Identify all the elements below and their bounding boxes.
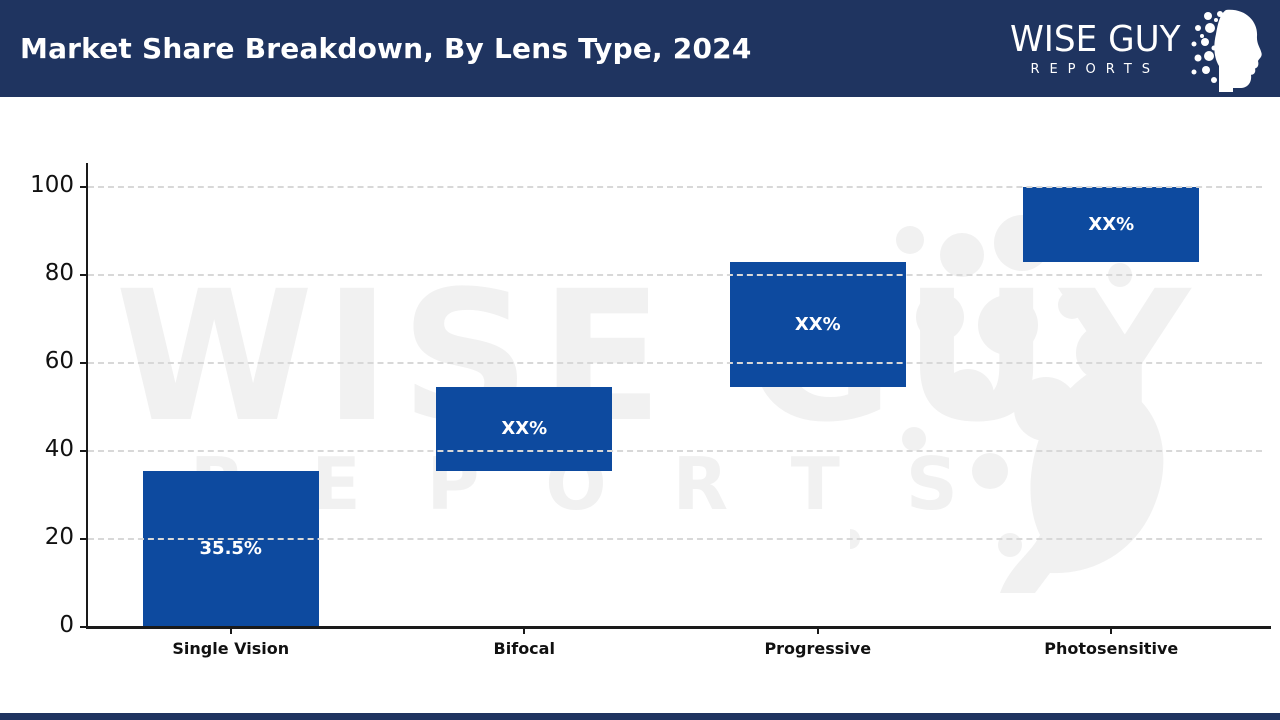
brand-logo-text: WISE GUY REPORTS [1001,18,1180,76]
bar: 35.5% [142,470,319,627]
logo-subtext: REPORTS [1030,61,1161,77]
bar: XX% [436,387,613,471]
y-tick-mark [80,538,88,540]
header: Market Share Breakdown, By Lens Type, 20… [0,0,1280,97]
gridline [88,450,1262,452]
brand-logo: WISE GUY REPORTS [1001,0,1263,97]
y-tick-label: 0 [59,612,74,638]
x-axis-spine [86,626,1271,629]
gridline [88,274,1262,276]
footer-bar [0,713,1280,720]
y-tick-label: 60 [44,348,74,374]
page-title: Market Share Breakdown, By Lens Type, 20… [20,32,752,65]
y-axis-spine [86,163,88,628]
gridline [88,538,1262,540]
logo-wordmark: WISE GUY [1009,18,1180,60]
bar-value-label: XX% [794,313,841,335]
y-tick-mark [80,186,88,188]
x-tick-label: Single Vision [172,639,290,658]
bar-value-label: 35.5% [199,538,262,560]
y-tick-mark [80,362,88,364]
x-tick-mark [1110,628,1113,634]
y-tick-label: 100 [30,172,74,198]
x-tick-label: Bifocal [493,639,555,658]
bar-value-label: XX% [501,418,548,440]
gridline [88,186,1262,188]
y-tick-label: 80 [44,260,74,286]
x-tick-label: Progressive [764,639,872,658]
x-tick-mark [523,628,526,634]
x-tick-label: Photosensitive [1044,639,1179,658]
y-tick-mark [80,274,88,276]
y-tick-mark [80,626,88,628]
logo-face-icon [1191,9,1262,92]
bar: XX% [1023,187,1200,262]
y-tick-label: 20 [44,524,74,550]
bar-value-label: XX% [1088,213,1135,235]
x-tick-mark [816,628,819,634]
x-tick-mark [229,628,232,634]
y-tick-mark [80,450,88,452]
bar: XX% [729,261,906,388]
gridline [88,362,1262,364]
y-tick-label: 40 [44,436,74,462]
